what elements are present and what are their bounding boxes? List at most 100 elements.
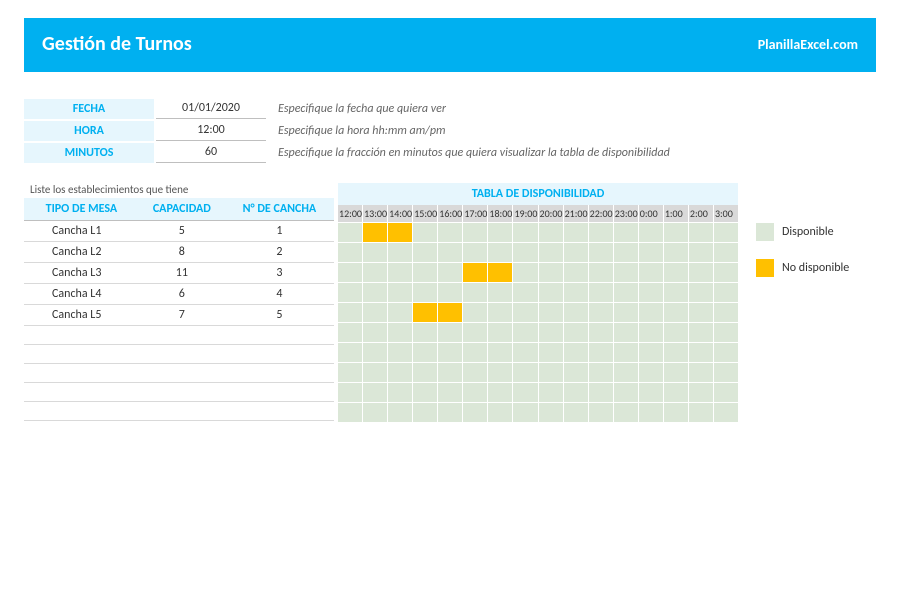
slot-available[interactable] bbox=[388, 303, 412, 322]
slot-available[interactable] bbox=[388, 383, 412, 402]
slot-available[interactable] bbox=[564, 283, 588, 302]
slot-available[interactable] bbox=[438, 243, 462, 262]
slot-available[interactable] bbox=[338, 343, 362, 362]
slot-available[interactable] bbox=[388, 403, 412, 422]
slot-available[interactable] bbox=[539, 383, 563, 402]
slot-available[interactable] bbox=[363, 303, 387, 322]
slot-available[interactable] bbox=[413, 383, 437, 402]
cell-capacity[interactable] bbox=[139, 345, 225, 364]
cell-capacity[interactable]: 7 bbox=[139, 305, 225, 326]
slot-available[interactable] bbox=[614, 303, 638, 322]
slot-available[interactable] bbox=[338, 223, 362, 242]
slot-available[interactable] bbox=[488, 363, 512, 382]
slot-available[interactable] bbox=[614, 343, 638, 362]
slot-available[interactable] bbox=[614, 323, 638, 342]
slot-available[interactable] bbox=[539, 263, 563, 282]
slot-available[interactable] bbox=[564, 223, 588, 242]
slot-available[interactable] bbox=[513, 403, 537, 422]
param-value-2[interactable]: 60 bbox=[156, 142, 266, 163]
slot-available[interactable] bbox=[363, 243, 387, 262]
slot-available[interactable] bbox=[488, 283, 512, 302]
cell-num[interactable] bbox=[225, 345, 334, 364]
slot-available[interactable] bbox=[513, 363, 537, 382]
slot-unavailable[interactable] bbox=[363, 223, 387, 242]
slot-available[interactable] bbox=[338, 363, 362, 382]
cell-num[interactable]: 3 bbox=[225, 263, 334, 284]
slot-available[interactable] bbox=[639, 263, 663, 282]
slot-available[interactable] bbox=[564, 383, 588, 402]
cell-name[interactable]: Cancha L2 bbox=[24, 242, 139, 263]
slot-available[interactable] bbox=[714, 363, 738, 382]
slot-available[interactable] bbox=[589, 323, 613, 342]
cell-name[interactable] bbox=[24, 383, 139, 402]
slot-available[interactable] bbox=[614, 223, 638, 242]
cell-capacity[interactable]: 11 bbox=[139, 263, 225, 284]
slot-available[interactable] bbox=[463, 403, 487, 422]
slot-available[interactable] bbox=[539, 403, 563, 422]
slot-available[interactable] bbox=[689, 383, 713, 402]
cell-num[interactable] bbox=[225, 364, 334, 383]
slot-available[interactable] bbox=[338, 403, 362, 422]
slot-available[interactable] bbox=[388, 243, 412, 262]
slot-available[interactable] bbox=[488, 403, 512, 422]
cell-name[interactable]: Cancha L1 bbox=[24, 221, 139, 242]
slot-available[interactable] bbox=[589, 243, 613, 262]
cell-num[interactable]: 1 bbox=[225, 221, 334, 242]
slot-available[interactable] bbox=[589, 403, 613, 422]
cell-capacity[interactable]: 8 bbox=[139, 242, 225, 263]
slot-available[interactable] bbox=[488, 383, 512, 402]
slot-available[interactable] bbox=[539, 283, 563, 302]
slot-available[interactable] bbox=[639, 303, 663, 322]
slot-available[interactable] bbox=[388, 283, 412, 302]
slot-available[interactable] bbox=[614, 243, 638, 262]
slot-available[interactable] bbox=[338, 283, 362, 302]
slot-available[interactable] bbox=[513, 383, 537, 402]
slot-available[interactable] bbox=[564, 243, 588, 262]
slot-available[interactable] bbox=[463, 223, 487, 242]
slot-available[interactable] bbox=[664, 383, 688, 402]
slot-available[interactable] bbox=[488, 323, 512, 342]
slot-available[interactable] bbox=[614, 283, 638, 302]
slot-available[interactable] bbox=[689, 263, 713, 282]
slot-available[interactable] bbox=[539, 223, 563, 242]
slot-available[interactable] bbox=[363, 283, 387, 302]
slot-available[interactable] bbox=[614, 263, 638, 282]
cell-capacity[interactable] bbox=[139, 364, 225, 383]
slot-available[interactable] bbox=[589, 383, 613, 402]
slot-available[interactable] bbox=[338, 303, 362, 322]
slot-available[interactable] bbox=[513, 283, 537, 302]
slot-available[interactable] bbox=[714, 223, 738, 242]
slot-available[interactable] bbox=[689, 343, 713, 362]
slot-available[interactable] bbox=[689, 223, 713, 242]
cell-num[interactable] bbox=[225, 383, 334, 402]
slot-available[interactable] bbox=[413, 263, 437, 282]
slot-available[interactable] bbox=[589, 343, 613, 362]
slot-available[interactable] bbox=[539, 343, 563, 362]
slot-unavailable[interactable] bbox=[438, 303, 462, 322]
cell-capacity[interactable]: 5 bbox=[139, 221, 225, 242]
slot-available[interactable] bbox=[513, 243, 537, 262]
slot-available[interactable] bbox=[463, 243, 487, 262]
slot-available[interactable] bbox=[363, 323, 387, 342]
cell-num[interactable] bbox=[225, 402, 334, 421]
slot-available[interactable] bbox=[513, 343, 537, 362]
slot-unavailable[interactable] bbox=[463, 263, 487, 282]
slot-available[interactable] bbox=[338, 383, 362, 402]
slot-available[interactable] bbox=[488, 243, 512, 262]
slot-available[interactable] bbox=[513, 323, 537, 342]
slot-available[interactable] bbox=[639, 283, 663, 302]
slot-available[interactable] bbox=[388, 343, 412, 362]
slot-available[interactable] bbox=[639, 403, 663, 422]
slot-available[interactable] bbox=[363, 383, 387, 402]
slot-available[interactable] bbox=[438, 283, 462, 302]
cell-capacity[interactable] bbox=[139, 402, 225, 421]
slot-available[interactable] bbox=[463, 383, 487, 402]
slot-available[interactable] bbox=[438, 363, 462, 382]
cell-num[interactable]: 2 bbox=[225, 242, 334, 263]
slot-available[interactable] bbox=[539, 323, 563, 342]
slot-available[interactable] bbox=[413, 403, 437, 422]
slot-available[interactable] bbox=[463, 343, 487, 362]
slot-unavailable[interactable] bbox=[413, 303, 437, 322]
cell-name[interactable]: Cancha L5 bbox=[24, 305, 139, 326]
slot-available[interactable] bbox=[689, 323, 713, 342]
